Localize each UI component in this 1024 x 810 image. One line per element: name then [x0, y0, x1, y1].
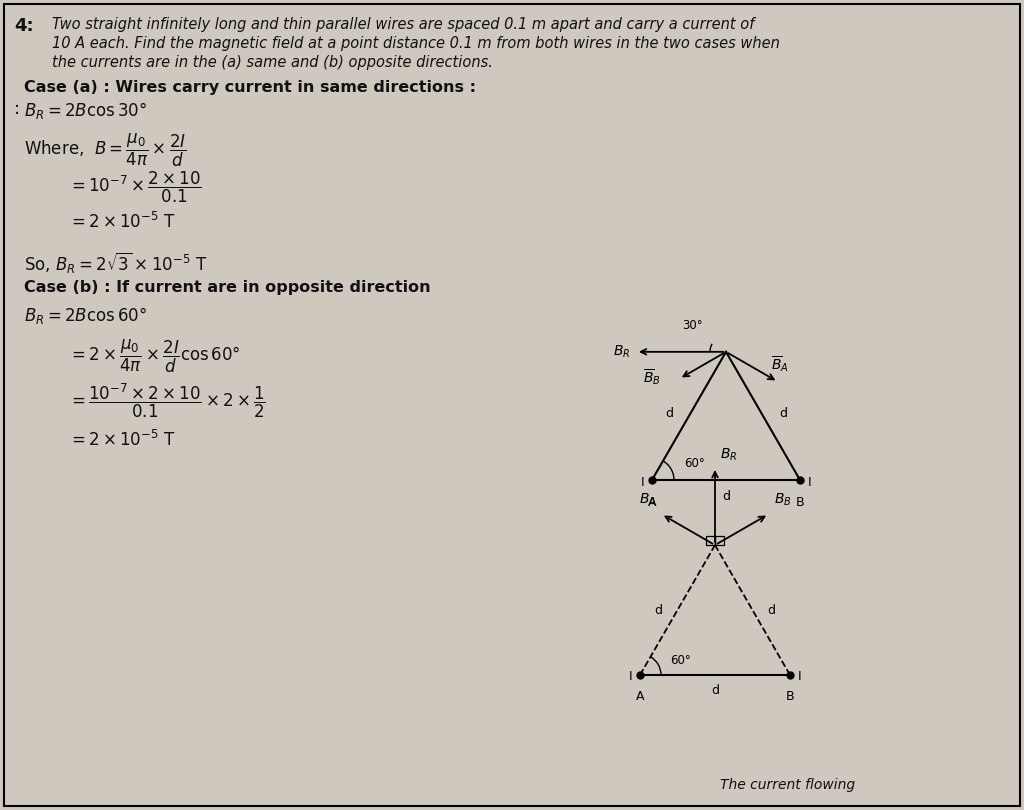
Text: B: B	[785, 690, 795, 703]
Text: d: d	[768, 603, 775, 616]
Text: I: I	[808, 475, 812, 488]
Text: d: d	[665, 407, 673, 420]
Text: d: d	[654, 603, 663, 616]
Text: d: d	[711, 684, 719, 697]
Text: $B_A$: $B_A$	[639, 492, 656, 508]
Text: $= 10^{-7} \times \dfrac{2 \times 10}{0.1}$: $= 10^{-7} \times \dfrac{2 \times 10}{0.…	[68, 170, 202, 205]
Text: B: B	[796, 496, 804, 509]
Text: Case (a) : Wires carry current in same directions :: Case (a) : Wires carry current in same d…	[24, 80, 476, 95]
Text: The current flowing: The current flowing	[720, 778, 855, 792]
Text: So, $B_R = 2\sqrt{3} \times 10^{-5}\ \mathrm{T}$: So, $B_R = 2\sqrt{3} \times 10^{-5}\ \ma…	[24, 250, 208, 275]
Text: A: A	[648, 496, 656, 509]
Text: A: A	[636, 690, 644, 703]
Text: $B_B$: $B_B$	[774, 492, 792, 508]
Text: 30°: 30°	[682, 319, 702, 332]
Text: $\overline{B}_B$: $\overline{B}_B$	[643, 367, 662, 386]
Text: Where,  $B = \dfrac{\mu_0}{4\pi} \times \dfrac{2I}{d}$: Where, $B = \dfrac{\mu_0}{4\pi} \times \…	[24, 132, 186, 169]
Text: $B_R$: $B_R$	[720, 446, 737, 463]
Text: d: d	[722, 490, 730, 503]
Text: :: :	[14, 100, 20, 118]
Text: Two straight infinitely long and thin parallel wires are spaced 0.1 m apart and : Two straight infinitely long and thin pa…	[52, 17, 755, 32]
Text: $= 2 \times \dfrac{\mu_0}{4\pi} \times \dfrac{2I}{d}\cos60°$: $= 2 \times \dfrac{\mu_0}{4\pi} \times \…	[68, 338, 241, 375]
Text: 10 A each. Find the magnetic field at a point distance 0.1 m from both wires in : 10 A each. Find the magnetic field at a …	[52, 36, 780, 51]
Text: the currents are in the (a) same and (b) opposite directions.: the currents are in the (a) same and (b)…	[52, 55, 493, 70]
Text: Case (b) : If current are in opposite direction: Case (b) : If current are in opposite di…	[24, 280, 431, 295]
Text: $= 2 \times 10^{-5}\ \mathrm{T}$: $= 2 \times 10^{-5}\ \mathrm{T}$	[68, 212, 176, 232]
Text: I: I	[798, 671, 802, 684]
Text: $B_R$: $B_R$	[612, 343, 630, 360]
Text: $= 2 \times 10^{-5}\ \mathrm{T}$: $= 2 \times 10^{-5}\ \mathrm{T}$	[68, 430, 176, 450]
Text: I: I	[640, 475, 644, 488]
Text: 60°: 60°	[684, 457, 705, 470]
Text: $\overline{B}_A$: $\overline{B}_A$	[771, 354, 788, 374]
Text: 4:: 4:	[14, 17, 34, 35]
Text: 60°: 60°	[670, 654, 691, 667]
Text: $B_R = 2B\cos60°$: $B_R = 2B\cos60°$	[24, 305, 147, 326]
Text: $= \dfrac{10^{-7} \times 2 \times 10}{0.1} \times 2 \times \dfrac{1}{2}$: $= \dfrac{10^{-7} \times 2 \times 10}{0.…	[68, 382, 266, 420]
Text: $B_R = 2B\cos30°$: $B_R = 2B\cos30°$	[24, 100, 147, 121]
Text: d: d	[779, 407, 787, 420]
Text: I: I	[629, 671, 632, 684]
